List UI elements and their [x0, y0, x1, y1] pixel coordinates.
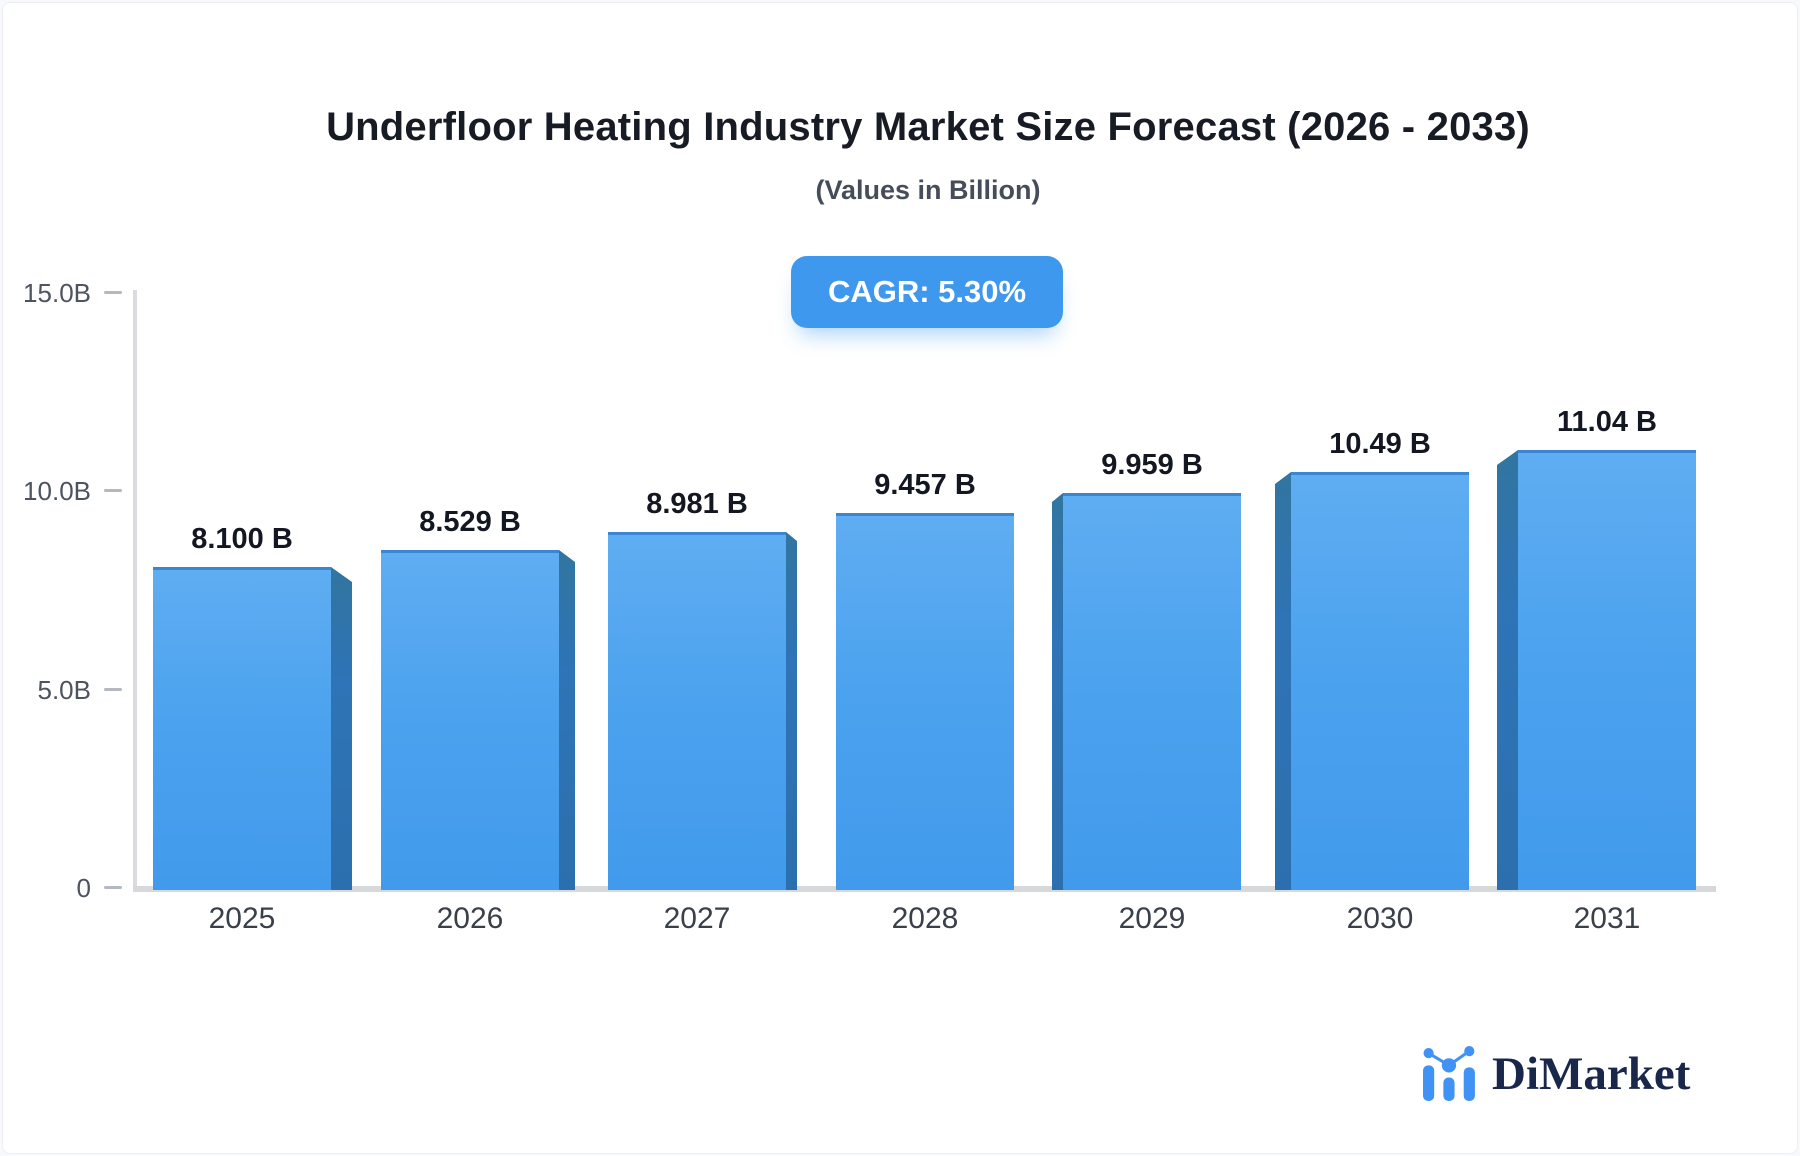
bar-value-label: 9.457 B [874, 469, 976, 501]
y-axis-tick-label: 15.0B [23, 278, 91, 308]
x-axis-label-2027: 2027 [663, 902, 731, 935]
y-axis-tick-mark [104, 489, 122, 492]
bar-2027[interactable] [608, 532, 786, 890]
x-axis-label-2031: 2031 [1573, 902, 1641, 935]
bar-side-face [559, 550, 575, 890]
dimarket-logo[interactable]: DiMarket [1423, 1041, 1753, 1107]
bar-value-label: 8.981 B [646, 488, 748, 520]
bar-2031[interactable] [1518, 450, 1696, 890]
y-axis-tick-label: 0 [76, 873, 91, 903]
bar-value-label: 8.100 B [191, 523, 293, 555]
bar-side-face [1275, 472, 1291, 890]
bar-side-face [786, 532, 797, 890]
y-axis-tick-mark [104, 688, 122, 691]
bar-2028[interactable] [836, 513, 1014, 890]
x-axis-label-2028: 2028 [891, 902, 959, 935]
bar-2029[interactable] [1063, 493, 1241, 890]
bar-value-label: 9.959 B [1101, 449, 1203, 481]
bar-2025[interactable] [153, 567, 331, 890]
bar-side-face [1052, 493, 1063, 890]
x-axis-label-2026: 2026 [436, 902, 504, 935]
y-axis-tick-label: 5.0B [37, 675, 92, 705]
bar-side-face [1497, 450, 1518, 890]
y-axis-tick-label: 10.0B [23, 476, 91, 506]
x-axis-label-2025: 2025 [208, 902, 276, 935]
y-axis-tick-mark [104, 886, 122, 889]
y-axis-tick-mark [104, 291, 122, 294]
bar-side-face [331, 567, 352, 890]
cagr-badge: CAGR: 5.30% [791, 256, 1063, 328]
dimarket-logo-icon [1423, 1045, 1475, 1101]
bar-value-label: 10.49 B [1329, 428, 1431, 460]
x-axis-label-2030: 2030 [1346, 902, 1414, 935]
bar-value-label: 8.529 B [419, 506, 521, 538]
y-axis-line [133, 290, 137, 888]
bar-value-label: 11.04 B [1557, 406, 1657, 438]
dimarket-logo-text: DiMarket [1492, 1048, 1691, 1100]
x-axis-label-2029: 2029 [1118, 902, 1186, 935]
bar-2026[interactable] [381, 550, 559, 890]
bar-2030[interactable] [1291, 472, 1469, 890]
chart-subtitle: (Values in Billion) [815, 175, 1041, 205]
chart-title: Underfloor Heating Industry Market Size … [326, 105, 1530, 149]
